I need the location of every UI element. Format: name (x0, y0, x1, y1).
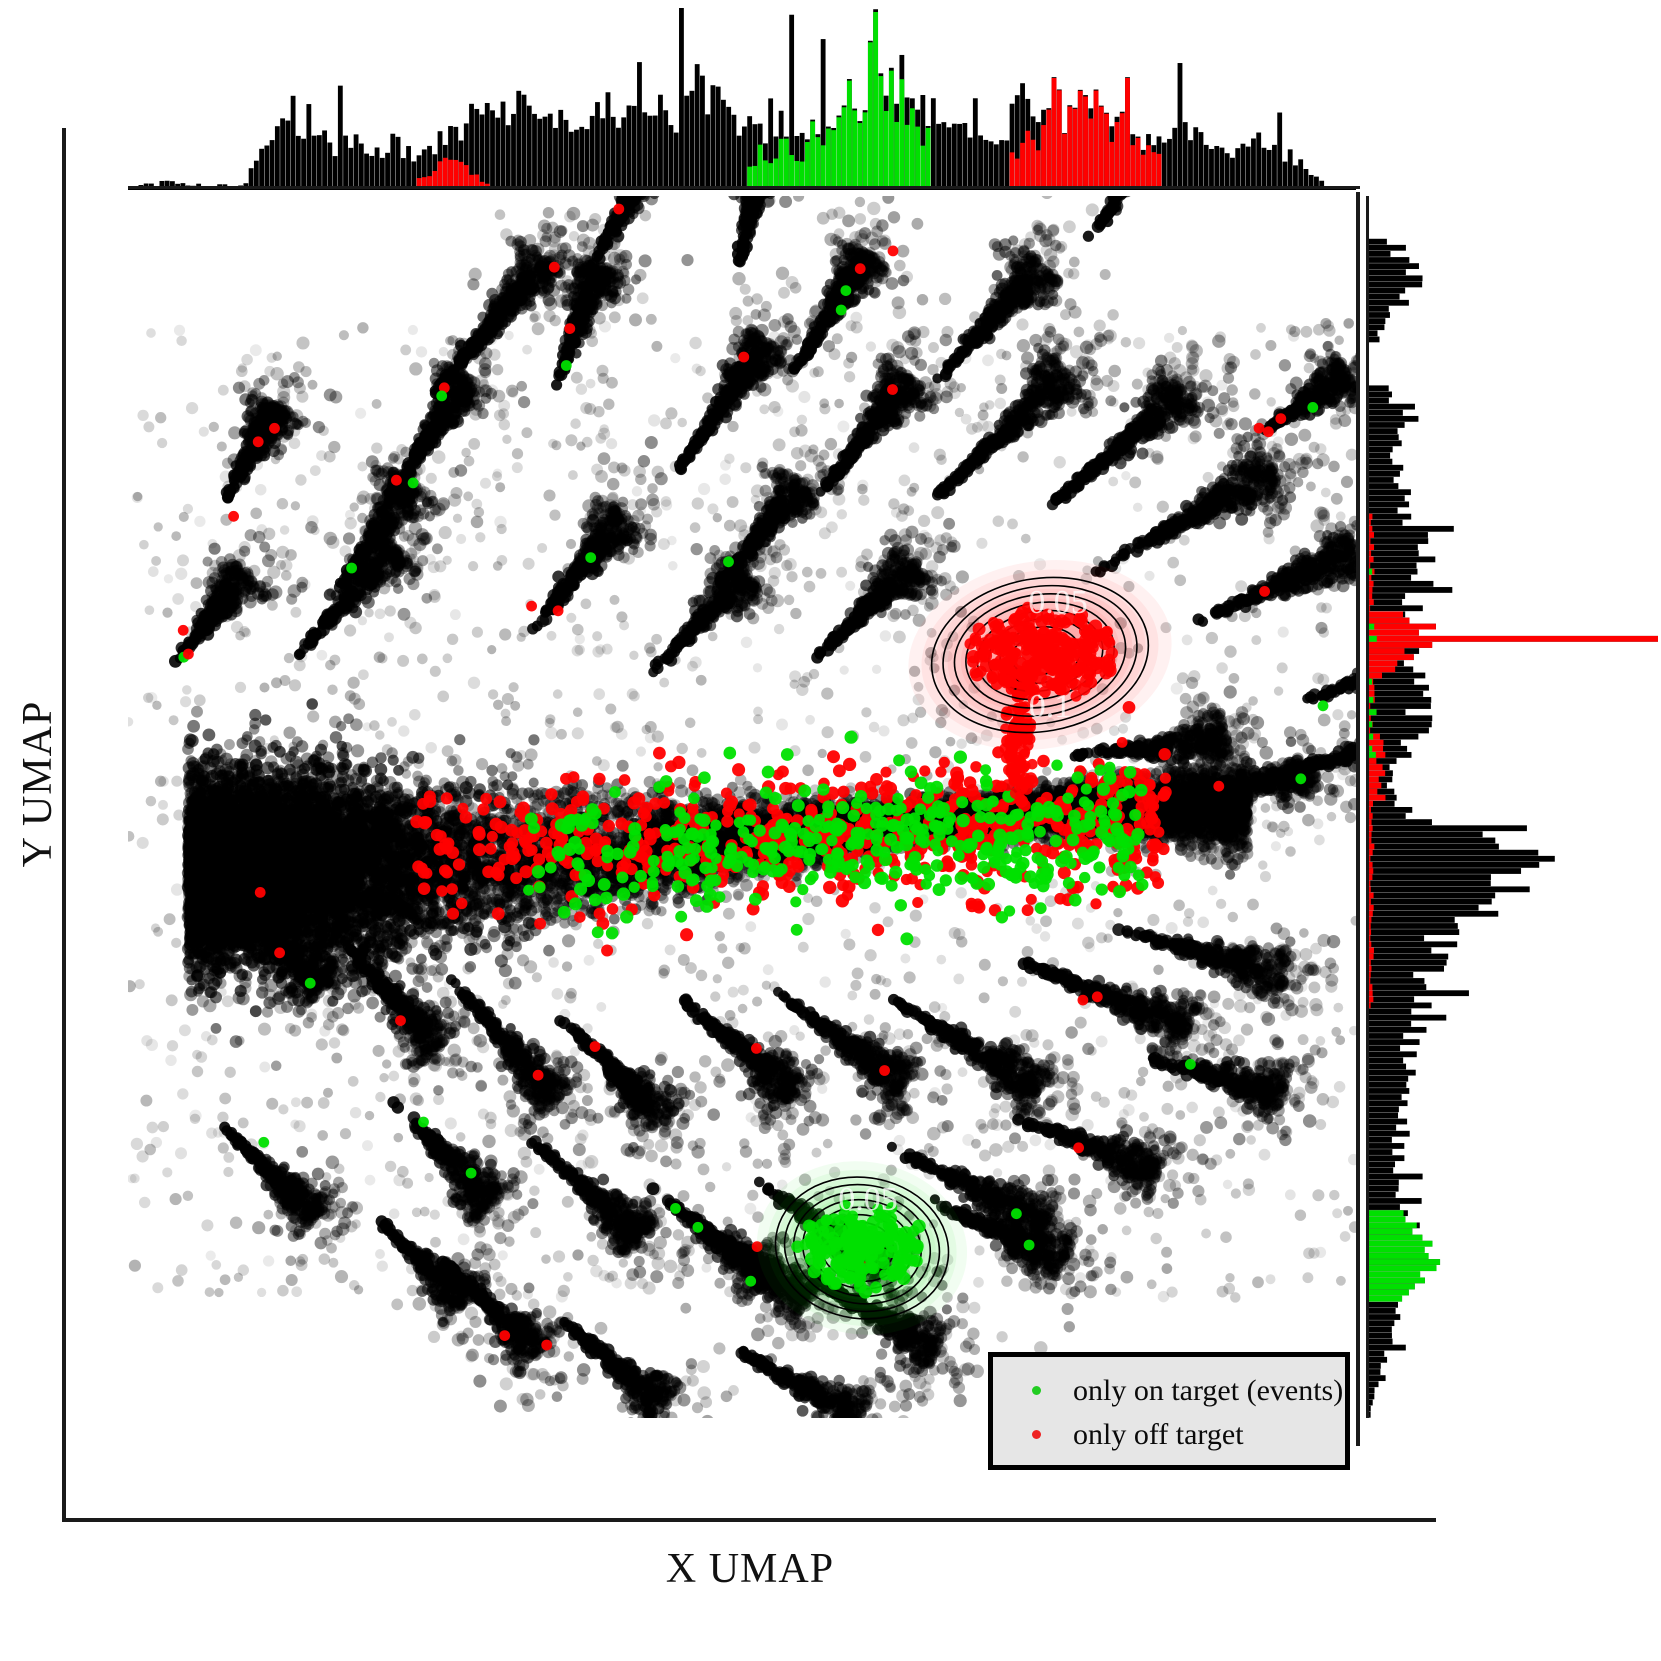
umap-scatter-panel[interactable]: 0.05 0.1 0.05 (128, 196, 1356, 1418)
green-dot-icon (1019, 1382, 1053, 1400)
x-axis-label: X UMAP (0, 1545, 1500, 1593)
right-marginal-histogram (1368, 196, 1658, 1418)
y-axis-spine (62, 128, 66, 1520)
red-dot-icon (1019, 1426, 1053, 1444)
main-panel-right-spine (1356, 192, 1360, 1446)
legend: only on target (events) only off target (988, 1352, 1350, 1470)
top-histogram-baseline (128, 186, 1360, 189)
legend-item-on-target: only on target (events) (993, 1369, 1345, 1413)
top-marginal-histogram (128, 8, 1356, 190)
y-axis-label: Y UMAP (14, 634, 62, 934)
x-axis-spine (62, 1518, 1436, 1522)
legend-label-off-target: only off target (1053, 1418, 1244, 1452)
legend-item-off-target: only off target (993, 1413, 1345, 1457)
legend-label-on-target: only on target (events) (1053, 1374, 1343, 1408)
right-histogram-baseline (1366, 196, 1369, 1418)
